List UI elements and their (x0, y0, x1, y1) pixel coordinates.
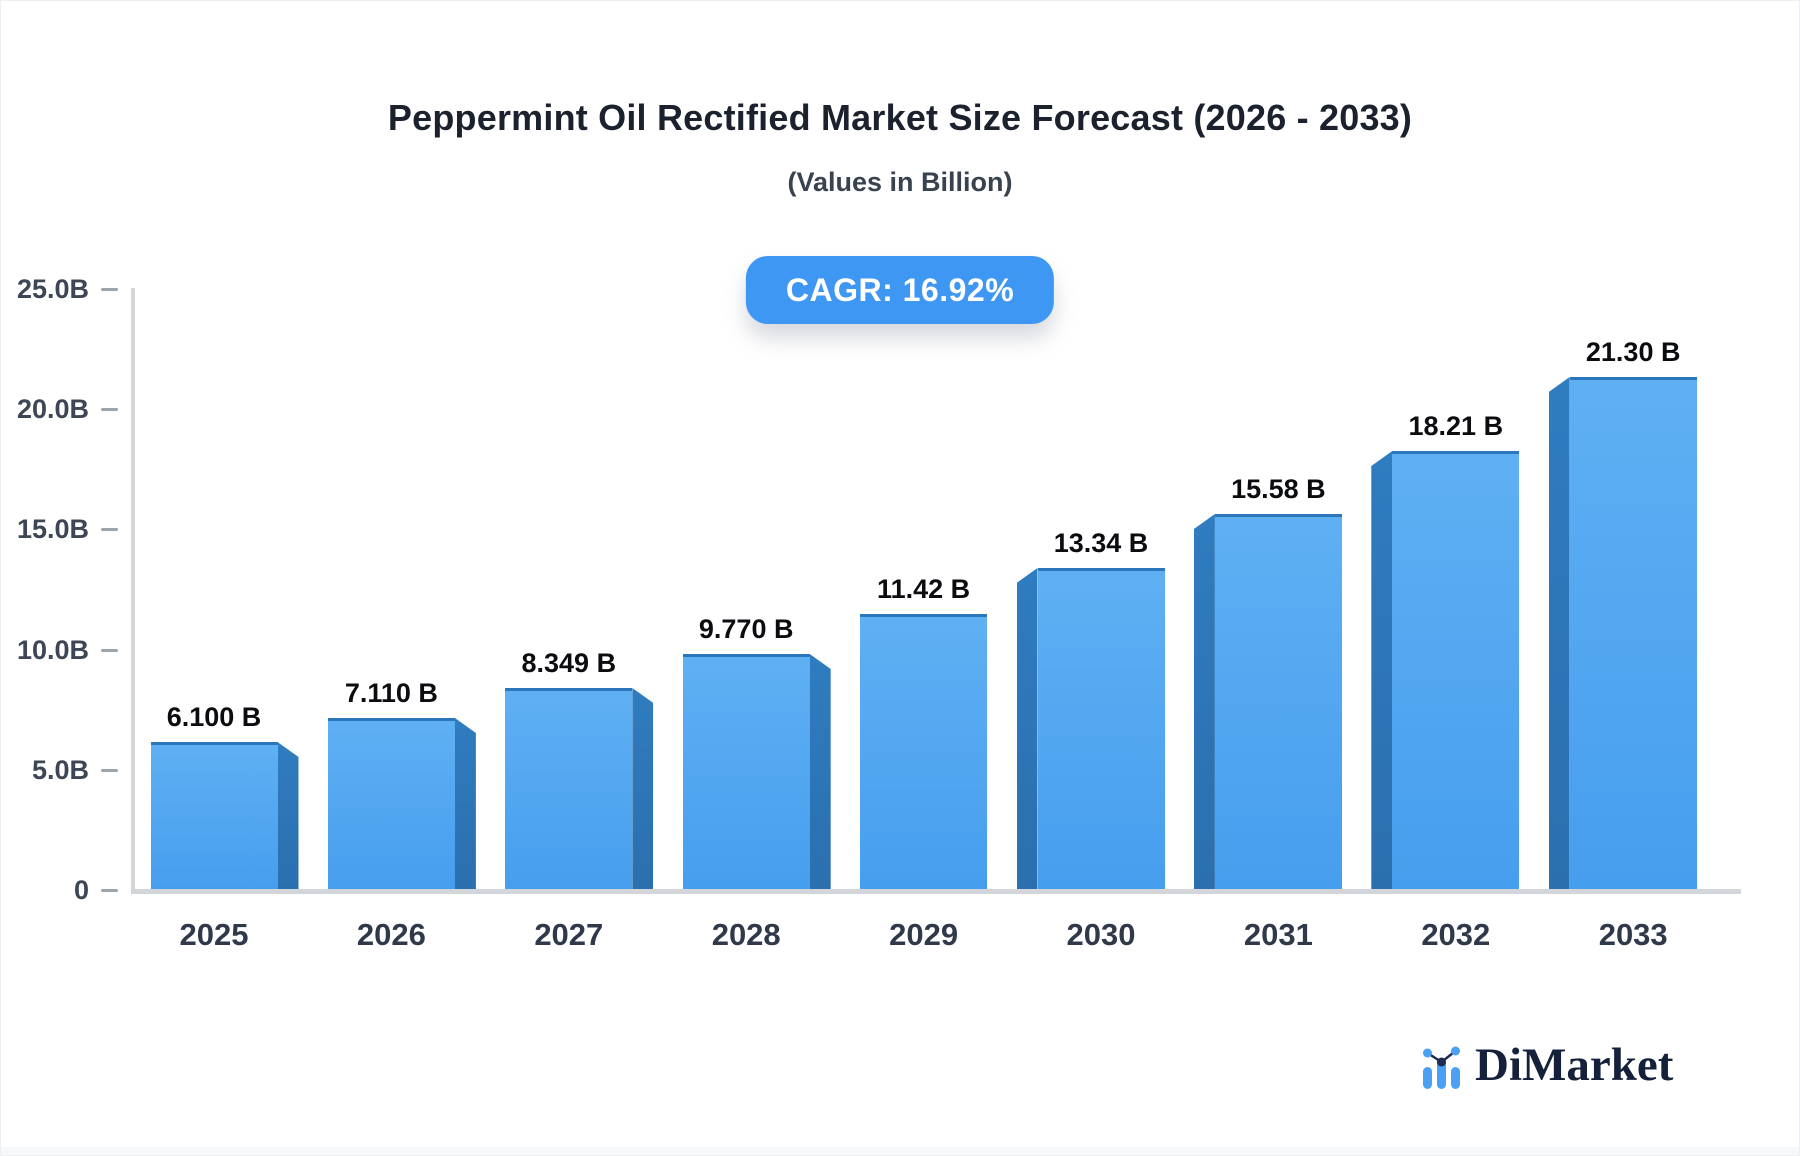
x-tick-label: 2027 (534, 917, 604, 952)
cagr-badge: CAGR: 16.92% (745, 256, 1055, 324)
bar-3d-side (1016, 568, 1038, 889)
y-tick-mark (101, 768, 118, 772)
bar-2029[interactable] (860, 614, 988, 889)
bar-3d-side (277, 742, 299, 889)
bar-value-label: 13.34 B (1053, 528, 1149, 558)
bar-3d-side (809, 654, 831, 889)
bar-2026[interactable] (327, 718, 455, 889)
bar-value-label: 8.349 B (521, 648, 617, 678)
y-tick-mark (101, 288, 118, 291)
y-tick-label: 10.0B (16, 634, 89, 665)
dimarket-logo: DiMarket (1421, 1041, 1673, 1089)
bar-value-label: 7.110 B (344, 678, 438, 708)
y-tick-label: 20.0B (16, 394, 89, 425)
y-tick-label: 5.0B (31, 754, 89, 785)
x-tick-label: 2025 (179, 917, 249, 952)
bar-2025[interactable] (150, 742, 278, 889)
chart-subtitle: (Values in Billion) (787, 167, 1013, 197)
bar-3d-side (632, 688, 654, 889)
y-tick-mark (101, 889, 118, 892)
dimarket-logo-text: DiMarket (1475, 1039, 1674, 1091)
chart-title: Peppermint Oil Rectified Market Size For… (387, 97, 1413, 138)
bar-3d-side (1548, 377, 1570, 889)
bar-2033[interactable] (1569, 377, 1697, 889)
bar-value-label: 6.100 B (166, 702, 262, 732)
x-tick-label: 2029 (889, 917, 959, 952)
bar-2031[interactable] (1214, 514, 1342, 889)
x-tick-label: 2028 (711, 917, 781, 952)
bar-3d-side (1371, 451, 1393, 889)
bar-2032[interactable] (1392, 451, 1520, 889)
bar-2028[interactable] (682, 654, 810, 889)
y-tick-mark (101, 528, 118, 532)
bar-value-label: 15.58 B (1231, 474, 1326, 504)
bar-2030[interactable] (1037, 568, 1165, 889)
x-axis-line (131, 889, 1741, 894)
y-axis-line (131, 288, 135, 893)
x-tick-label: 2030 (1066, 917, 1136, 952)
y-tick-mark (101, 408, 118, 412)
y-tick-mark (101, 648, 118, 652)
bar-value-label: 9.770 B (698, 614, 794, 644)
bar-2027[interactable] (505, 688, 633, 889)
bar-3d-side (1193, 514, 1215, 889)
bar-value-label: 11.42 B (877, 574, 971, 604)
x-tick-label: 2033 (1598, 917, 1668, 952)
x-tick-label: 2031 (1243, 917, 1313, 952)
y-tick-label: 25.0B (16, 274, 89, 304)
x-tick-label: 2032 (1421, 917, 1491, 952)
bar-value-label: 18.21 B (1408, 411, 1504, 441)
y-tick-label: 15.0B (16, 514, 89, 545)
bottom-strip (1, 1147, 1799, 1155)
bar-value-label: 21.30 B (1585, 337, 1681, 367)
bar-chart-logo-icon (1423, 1046, 1460, 1089)
bar-3d-side (454, 718, 476, 889)
x-tick-label: 2026 (356, 917, 426, 952)
y-tick-label: 0 (73, 875, 89, 905)
